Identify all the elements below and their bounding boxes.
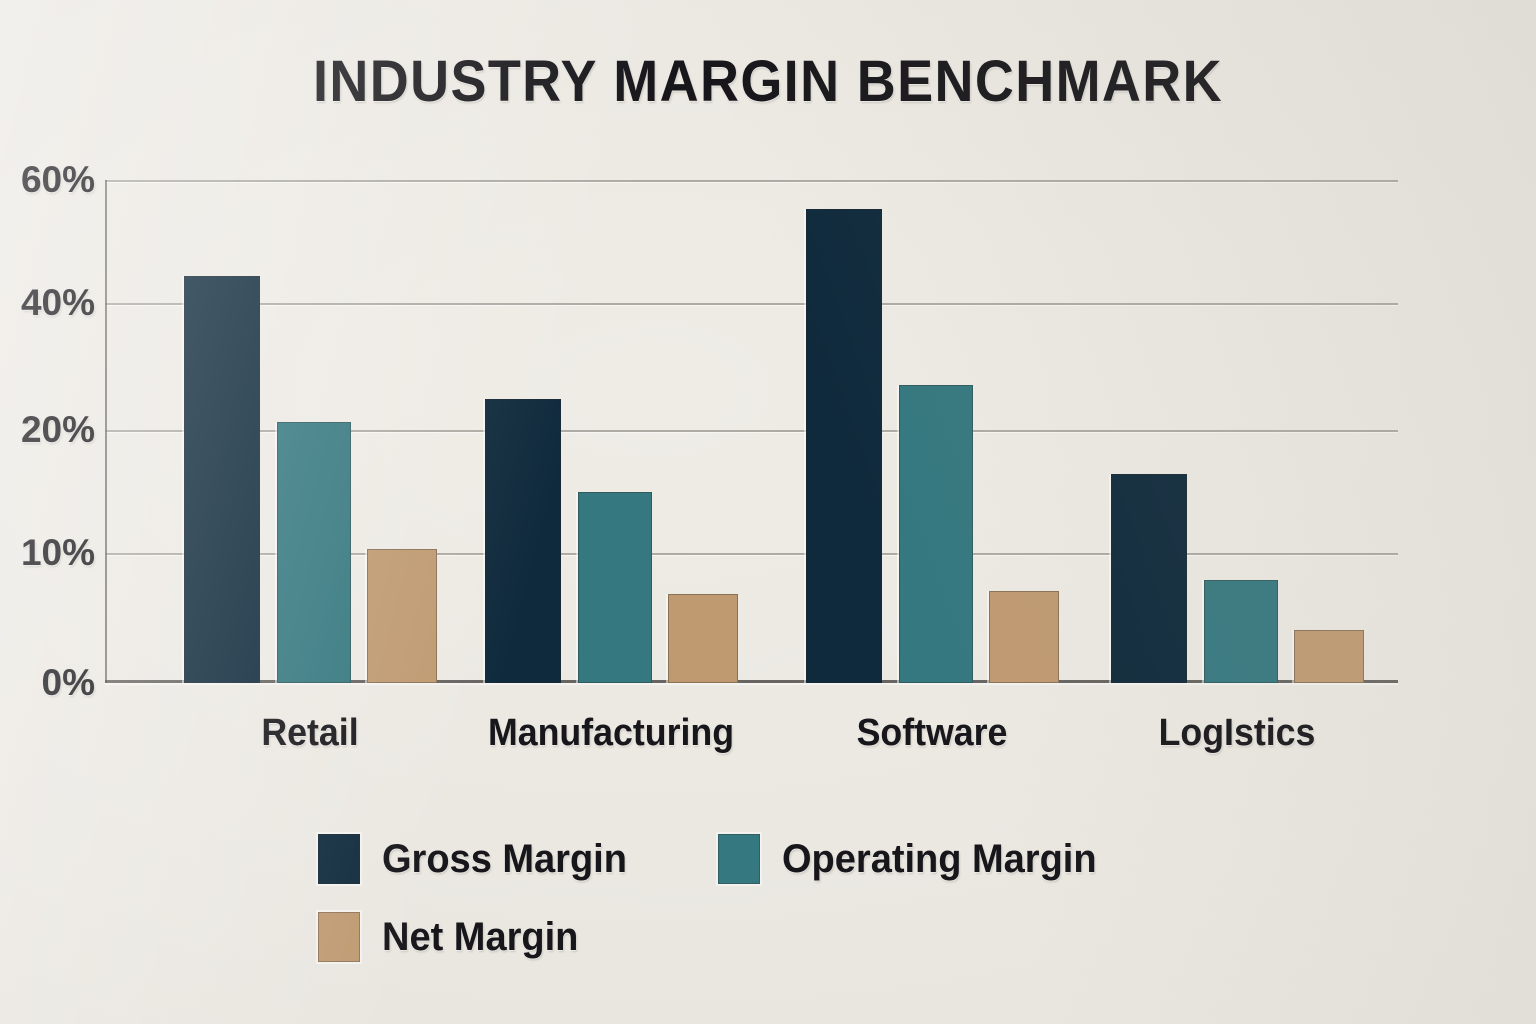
legend-label-operating-margin: Operating Margin bbox=[782, 836, 1097, 881]
legend-item-net-margin[interactable]: Net Margin bbox=[318, 912, 589, 962]
bar-logistics-net-margin[interactable] bbox=[1294, 630, 1364, 683]
gridline-60 bbox=[105, 180, 1398, 182]
chart-title: INDUSTRY MARGIN BENCHMARK bbox=[313, 49, 1223, 114]
bar-software-gross-margin[interactable] bbox=[806, 208, 882, 683]
legend-label-net-margin: Net Margin bbox=[382, 914, 579, 959]
y-axis-line bbox=[105, 180, 107, 683]
legend-swatch-operating-margin bbox=[718, 834, 760, 884]
bar-retail-net-margin[interactable] bbox=[367, 548, 437, 683]
y-axis-tick-40pct: 40% bbox=[20, 282, 95, 323]
bar-retail-operating-margin[interactable] bbox=[277, 421, 351, 683]
gridline-10 bbox=[105, 553, 1398, 555]
y-axis-tick-20pct: 20% bbox=[20, 409, 95, 450]
gridline-20 bbox=[105, 430, 1398, 432]
legend-row-2: Net Margin bbox=[318, 906, 1218, 986]
legend-item-gross-margin[interactable]: Gross Margin bbox=[318, 834, 640, 884]
gridline-40 bbox=[105, 303, 1398, 305]
legend-item-operating-margin[interactable]: Operating Margin bbox=[718, 834, 1113, 884]
y-axis-tick-0pct: 0% bbox=[41, 662, 95, 703]
legend-row-1: Gross Margin Operating Margin bbox=[318, 826, 1218, 906]
bar-manufacturing-gross-margin[interactable] bbox=[485, 399, 561, 683]
bar-retail-gross-margin[interactable] bbox=[184, 276, 260, 683]
x-axis-label-software: Software bbox=[856, 712, 1007, 754]
y-axis-tick-10pct: 10% bbox=[20, 532, 95, 573]
x-axis-label-retail: Retail bbox=[260, 712, 359, 754]
x-axis-line bbox=[105, 680, 1398, 683]
legend-label-gross-margin: Gross Margin bbox=[382, 836, 627, 881]
bar-logistics-gross-margin[interactable] bbox=[1111, 473, 1187, 683]
y-axis-tick-60pct: 60% bbox=[20, 159, 95, 200]
chart-legend: Gross Margin Operating Margin Net Margin bbox=[318, 826, 1218, 986]
bar-logistics-operating-margin[interactable] bbox=[1204, 579, 1278, 683]
legend-swatch-net-margin bbox=[318, 912, 360, 962]
x-axis-label-logistics: LogIstics bbox=[1158, 712, 1315, 754]
bar-manufacturing-operating-margin[interactable] bbox=[578, 491, 652, 683]
bar-software-operating-margin[interactable] bbox=[899, 385, 973, 683]
bar-manufacturing-net-margin[interactable] bbox=[668, 593, 738, 683]
legend-swatch-gross-margin bbox=[318, 834, 360, 884]
plot-area bbox=[105, 180, 1398, 683]
bar-software-net-margin[interactable] bbox=[989, 591, 1059, 683]
x-axis-label-manufacturing: Manufacturing bbox=[487, 712, 734, 754]
